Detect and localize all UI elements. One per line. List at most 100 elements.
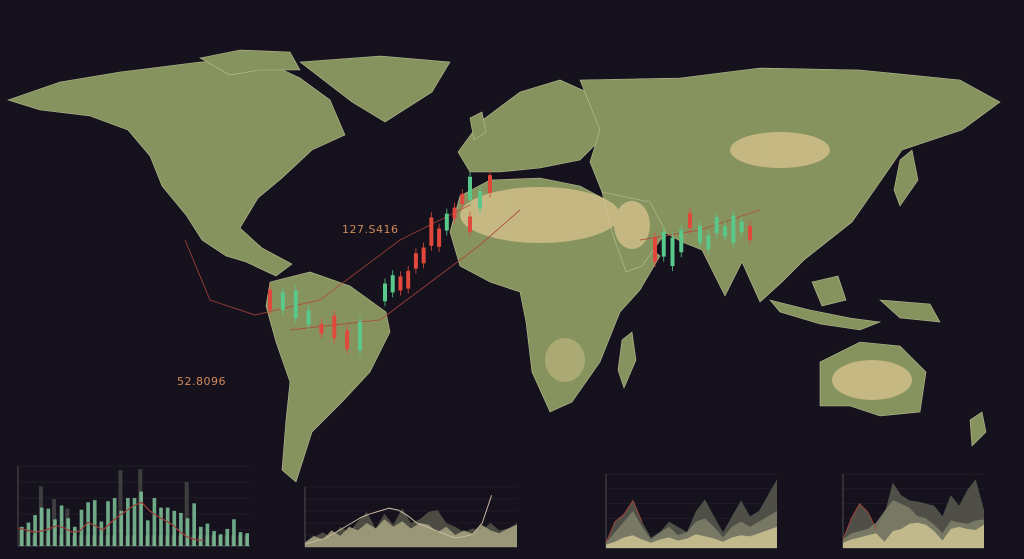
candle-up — [714, 217, 719, 234]
price-readout-secondary: 52.8096 — [177, 375, 226, 388]
candle-down — [460, 194, 465, 204]
trend-line — [605, 499, 643, 543]
candle-up — [679, 230, 684, 253]
candle-up — [698, 225, 702, 243]
candle-up — [280, 292, 285, 311]
bar — [20, 526, 24, 546]
candle-down — [688, 212, 692, 229]
bar — [218, 534, 223, 546]
area-line-chart-panel — [285, 485, 525, 559]
bar — [119, 510, 124, 546]
trend-line — [842, 502, 877, 540]
candle-down — [488, 175, 492, 193]
candle-down — [429, 217, 434, 246]
bar — [139, 491, 143, 546]
candle-down — [406, 270, 411, 289]
area-series — [843, 522, 984, 548]
candle-down — [319, 324, 324, 334]
bar — [126, 498, 130, 546]
gobi — [730, 132, 830, 168]
new-zealand — [969, 411, 987, 447]
candle-up — [306, 310, 311, 325]
new-guinea — [879, 299, 941, 323]
bar — [179, 512, 183, 546]
candle-up — [390, 275, 395, 293]
japan — [893, 149, 919, 207]
bar — [99, 521, 104, 546]
bar — [53, 519, 57, 546]
bar — [46, 508, 51, 546]
stacked-area-chart-panel-2 — [815, 470, 990, 559]
candle-down — [437, 228, 442, 247]
candle-down — [345, 330, 350, 350]
candle-up — [739, 221, 744, 233]
bar — [73, 526, 77, 546]
candle-up — [358, 321, 362, 351]
candle-down — [653, 237, 657, 262]
bar — [238, 532, 243, 546]
candle-up — [706, 235, 711, 250]
candlestick-overlay — [268, 170, 752, 356]
australian-outback — [832, 360, 912, 400]
kalahari — [545, 338, 585, 382]
indonesia — [769, 299, 882, 331]
area-series — [606, 526, 777, 548]
bar — [232, 519, 236, 546]
madagascar — [617, 331, 637, 389]
deserts — [460, 132, 912, 400]
candle-up — [723, 226, 727, 237]
bar — [39, 507, 44, 546]
trend-line — [17, 501, 204, 542]
bar — [33, 515, 37, 546]
candle-down — [748, 226, 752, 240]
continents — [7, 49, 1001, 483]
bar — [192, 503, 196, 546]
candle-up — [670, 237, 675, 267]
candle-up — [293, 290, 298, 319]
candle-up — [383, 283, 387, 302]
bar — [152, 498, 157, 546]
bar-background — [184, 482, 189, 546]
candle-up — [444, 213, 449, 231]
bar — [112, 498, 117, 546]
bar — [86, 502, 90, 546]
bar — [225, 528, 230, 546]
bar — [92, 500, 97, 546]
candle-up — [468, 176, 472, 200]
candle-down — [468, 216, 472, 232]
bar — [59, 505, 64, 546]
candle-down — [268, 289, 272, 310]
bar — [132, 498, 137, 546]
bar — [159, 507, 163, 546]
arctic-islands — [199, 49, 301, 76]
candle-down — [452, 207, 457, 219]
stacked-area-chart-panel-1 — [578, 470, 783, 559]
trend-line — [304, 495, 493, 545]
price-readout-primary: 127.S416 — [342, 223, 399, 236]
candle-up — [661, 231, 666, 257]
bar — [79, 509, 84, 546]
candle-up — [731, 215, 736, 243]
bar — [212, 531, 216, 546]
bar — [145, 520, 150, 546]
arabian-desert — [614, 201, 650, 249]
bar-chart-panel — [0, 462, 260, 559]
bar — [185, 518, 190, 546]
bar — [198, 526, 203, 546]
borneo — [811, 275, 847, 307]
bar — [205, 523, 210, 546]
bar — [165, 507, 170, 546]
bar — [172, 510, 177, 546]
candle-down — [398, 276, 403, 291]
bar — [245, 533, 250, 546]
uk — [469, 111, 487, 141]
candle-down — [421, 247, 426, 264]
candle-down — [332, 315, 337, 339]
bar — [106, 501, 110, 546]
candle-down — [413, 253, 418, 269]
area-series — [305, 519, 517, 547]
bar — [26, 522, 31, 546]
bar — [66, 518, 71, 546]
north-america — [7, 59, 346, 277]
